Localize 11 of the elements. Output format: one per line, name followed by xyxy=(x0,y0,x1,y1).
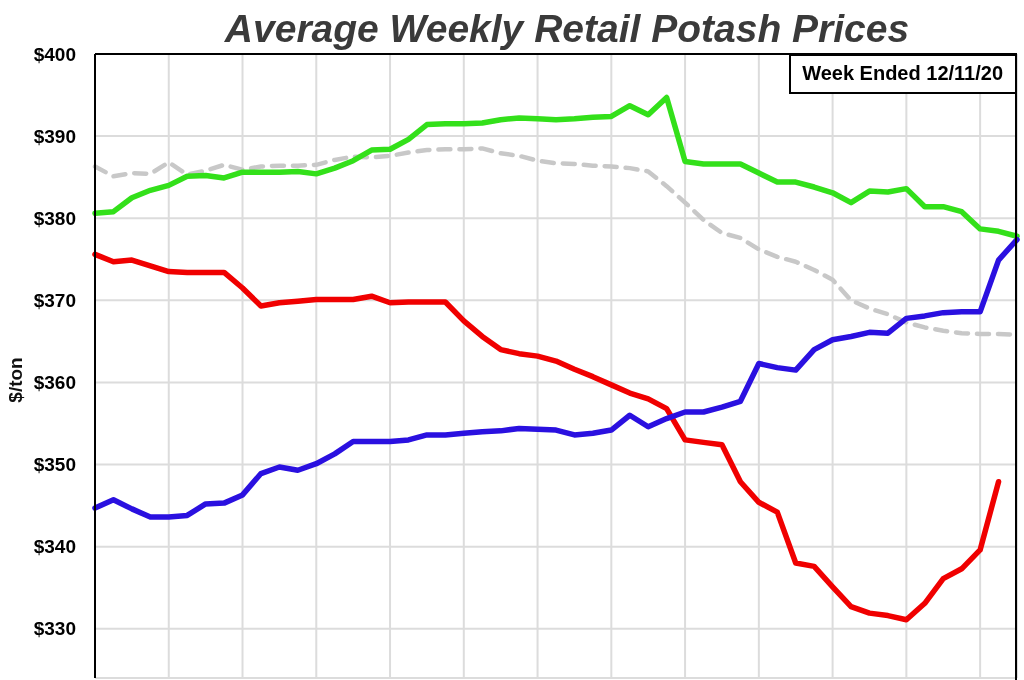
y-tick-label: $350 xyxy=(33,454,76,476)
y-tick-label: $390 xyxy=(33,125,76,147)
y-tick-label: $330 xyxy=(33,618,76,640)
y-tick-label: $360 xyxy=(33,372,76,394)
y-axis-title: $/ton xyxy=(4,357,26,403)
y-tick-label: $380 xyxy=(33,207,76,229)
y-tick-label: $340 xyxy=(33,536,76,558)
annotation: Week Ended 12/11/20 xyxy=(789,54,1017,94)
y-tick-label: $370 xyxy=(33,290,76,312)
chart-title: Average Weekly Retail Potash Prices xyxy=(223,7,911,50)
y-tick-label: $400 xyxy=(33,43,76,65)
